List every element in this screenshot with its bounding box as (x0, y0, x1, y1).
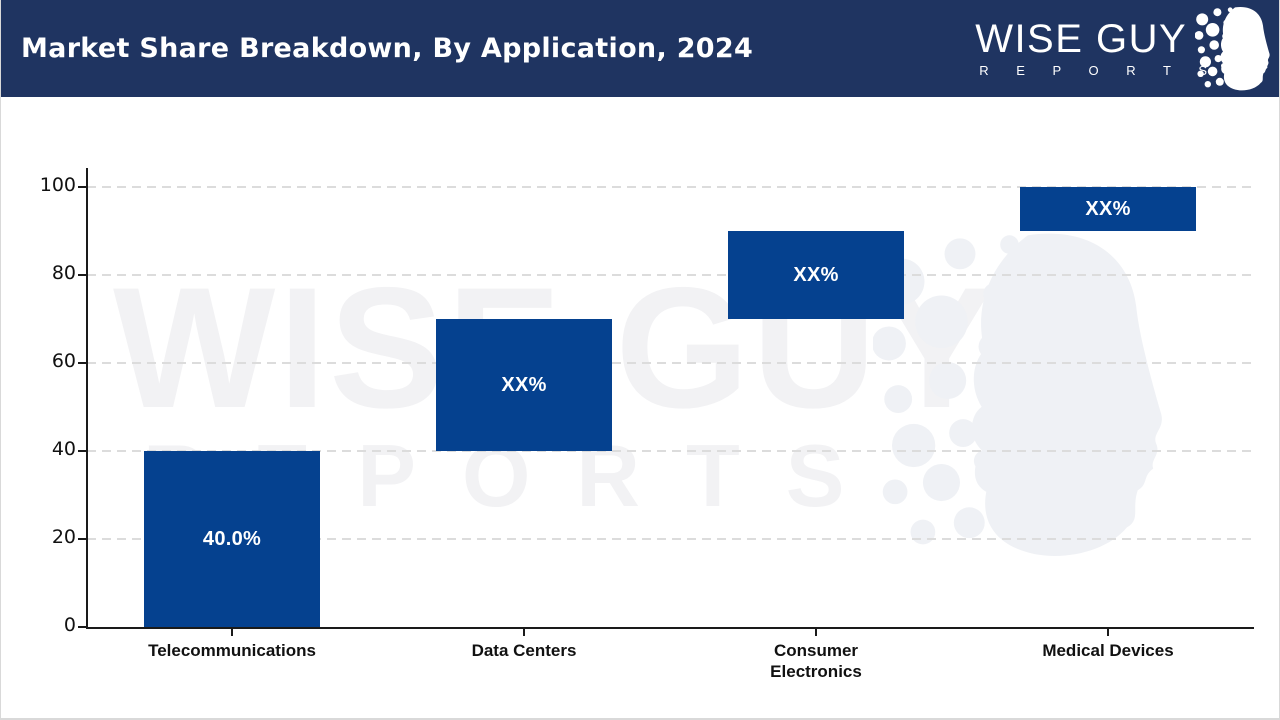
y-axis-tick-mark (78, 186, 86, 188)
x-axis-tick-mark (523, 629, 525, 636)
y-axis-tick-mark (78, 626, 86, 628)
bar-value-label: XX% (501, 373, 547, 396)
bar-value-label: XX% (1085, 197, 1131, 220)
y-axis-tick-mark (78, 450, 86, 452)
category-label-medical-devices: Medical Devices (1042, 641, 1174, 660)
brand-logo-sub: R E P O R T S (979, 63, 1219, 78)
brand-logo: WISE GUY R E P O R T S (975, 0, 1219, 97)
gridline-y80 (87, 274, 1254, 276)
bar-medical-devices: XX% (1020, 187, 1196, 231)
bar-consumer-electronics: XX% (728, 231, 904, 319)
y-axis-tick-mark (78, 362, 86, 364)
x-axis-tick-mark (1107, 629, 1109, 636)
category-label-data-centers: Data Centers (471, 641, 577, 660)
y-axis-tick-label: 80 (51, 262, 76, 284)
gridline-y60 (87, 362, 1254, 364)
header-band: Market Share Breakdown, By Application, … (1, 0, 1279, 97)
brand-logo-name: WISE GUY (975, 17, 1188, 61)
y-axis-line (86, 168, 88, 629)
bar-value-label: XX% (793, 263, 839, 286)
y-axis-tick-label: 100 (39, 174, 76, 196)
gridline-y40 (87, 450, 1254, 452)
bar-data-centers: XX% (436, 319, 612, 451)
gridline-y100 (87, 186, 1254, 188)
bar-telecommunications: 40.0% (144, 451, 320, 627)
watermark-head-icon (873, 233, 1162, 556)
x-axis-tick-mark (815, 629, 817, 636)
y-axis-tick-label: 20 (51, 526, 76, 548)
y-axis-tick-label: 0 (63, 614, 76, 636)
x-axis-tick-mark (231, 629, 233, 636)
y-axis-tick-label: 40 (51, 438, 76, 460)
x-axis-line (86, 627, 1254, 629)
y-axis-tick-mark (78, 538, 86, 540)
y-axis-tick-label: 60 (51, 350, 76, 372)
bar-value-label: 40.0% (202, 527, 262, 550)
y-axis-tick-mark (78, 274, 86, 276)
brand-head-icon (1195, 6, 1270, 91)
page-title: Market Share Breakdown, By Application, … (21, 33, 754, 64)
category-label-consumer-electronics: Consumer Electronics (770, 641, 862, 682)
gridline-y20 (87, 538, 1254, 540)
category-label-telecommunications: Telecommunications (148, 641, 316, 660)
